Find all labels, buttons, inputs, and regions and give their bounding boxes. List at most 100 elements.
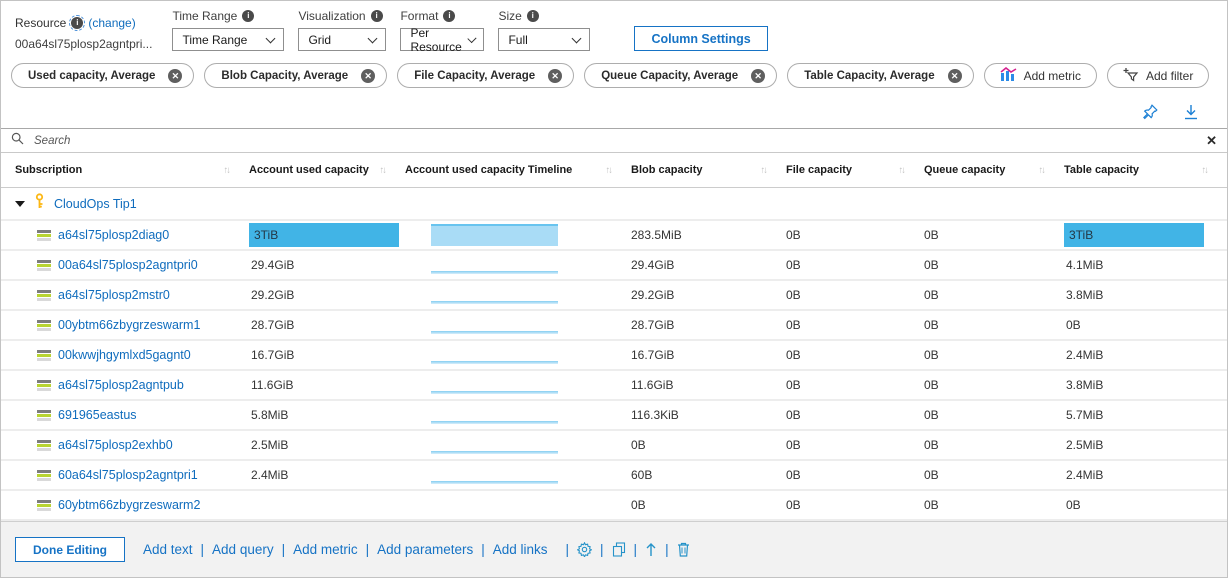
control-label: Visualization <box>298 9 366 23</box>
sort-icon[interactable]: ↑↓ <box>605 164 613 176</box>
pin-icon[interactable] <box>1141 103 1159 121</box>
resource-link[interactable]: 00kwwjhgymlxd5gagnt0 <box>58 348 191 362</box>
column-header[interactable]: Table capacity ↑↓ <box>1064 164 1227 176</box>
metric-chip[interactable]: Table Capacity, Average ✕ <box>787 63 974 88</box>
file-capacity-value: 0B <box>786 468 801 482</box>
control-dropdown[interactable]: Grid <box>298 28 387 51</box>
subscription-link[interactable]: CloudOps Tip1 <box>54 196 137 211</box>
blob-capacity-value: 283.5MiB <box>631 228 682 242</box>
table-capacity-value: 2.4MiB <box>1066 348 1104 362</box>
queue-capacity-value: 0B <box>924 408 939 422</box>
column-header[interactable]: File capacity ↑↓ <box>786 164 924 176</box>
control-dropdown[interactable]: Per Resource <box>400 25 485 54</box>
done-editing-button[interactable]: Done Editing <box>15 537 125 562</box>
footer-link[interactable]: Add parameters <box>377 542 474 557</box>
timeline-sparkline <box>431 301 558 304</box>
copy-icon[interactable] <box>612 542 626 557</box>
table-row[interactable]: a64sl75plosp2agntpub 11.6GiB 11.6GiB 0B … <box>1 371 1227 401</box>
column-header[interactable]: Account used capacity Timeline ↑↓ <box>405 164 631 176</box>
remove-metric-icon[interactable]: ✕ <box>947 68 962 83</box>
search-input[interactable] <box>32 133 1199 148</box>
resource-change-link[interactable]: (change) <box>88 16 136 30</box>
add-filter-button[interactable]: Add filter <box>1106 63 1210 88</box>
resource-link[interactable]: a64sl75plosp2exhb0 <box>58 438 173 452</box>
footer-link[interactable]: Add query <box>212 542 274 557</box>
dropdown-value: Time Range <box>182 32 248 47</box>
table-row[interactable]: 691965eastus 5.8MiB 116.3KiB 0B 0B 5.7Mi… <box>1 401 1227 431</box>
resource-link[interactable]: 00a64sl75plosp2agntpri0 <box>58 258 198 272</box>
resource-link[interactable]: 60ybtm66zbygrzeswarm2 <box>58 498 201 512</box>
download-icon[interactable] <box>1183 104 1199 121</box>
remove-metric-icon[interactable]: ✕ <box>168 68 183 83</box>
edit-footer: Done Editing Add text | Add query | Add metr… <box>1 521 1227 577</box>
column-header[interactable]: Blob capacity ↑↓ <box>631 164 786 176</box>
column-header[interactable]: Subscription ↑↓ <box>1 164 249 176</box>
search-clear-icon[interactable]: ✕ <box>1206 133 1217 148</box>
queue-capacity-value: 0B <box>924 348 939 362</box>
add-filter-label: Add filter <box>1145 68 1194 83</box>
info-icon[interactable]: i <box>370 10 383 22</box>
resource-link[interactable]: a64sl75plosp2agntpub <box>58 378 184 392</box>
settings-gear-icon[interactable] <box>577 542 593 557</box>
resource-link[interactable]: 60a64sl75plosp2agntpri1 <box>58 468 198 482</box>
table-row[interactable]: a64sl75plosp2exhb0 2.5MiB 0B 0B 0B 2.5Mi… <box>1 431 1227 461</box>
footer-link[interactable]: Add metric <box>293 542 358 557</box>
table-row[interactable]: 00ybtm66zbygrzeswarm1 28.7GiB 28.7GiB 0B… <box>1 311 1227 341</box>
control-dropdown[interactable]: Time Range <box>172 28 285 51</box>
resource-link[interactable]: a64sl75plosp2diag0 <box>58 228 170 242</box>
table-capacity-value: 2.5MiB <box>1066 438 1104 452</box>
remove-metric-icon[interactable]: ✕ <box>548 68 563 83</box>
resource-link[interactable]: 00ybtm66zbygrzeswarm1 <box>58 318 201 332</box>
table-row[interactable]: a64sl75plosp2mstr0 29.2GiB 29.2GiB 0B 0B… <box>1 281 1227 311</box>
control-dropdown[interactable]: Full <box>498 28 591 51</box>
sort-icon[interactable]: ↑↓ <box>1201 164 1209 176</box>
sort-icon[interactable]: ↑↓ <box>379 164 387 176</box>
table-row[interactable]: 60ybtm66zbygrzeswarm2 0B 0B 0B 0B <box>1 491 1227 521</box>
resource-value: 00a64sl75plosp2agntpri... <box>15 37 153 51</box>
delete-trash-icon[interactable] <box>677 542 690 557</box>
resource-link[interactable]: 691965eastus <box>58 408 137 422</box>
account-used-capacity-value: 2.4MiB <box>251 468 289 482</box>
subscription-group-row[interactable]: CloudOps Tip1 <box>1 188 1227 221</box>
metric-chip[interactable]: Used capacity, Average ✕ <box>11 63 195 88</box>
remove-metric-icon[interactable]: ✕ <box>751 68 766 83</box>
blob-capacity-value: 0B <box>631 498 646 512</box>
resource-link[interactable]: a64sl75plosp2mstr0 <box>58 288 170 302</box>
timeline-sparkline <box>431 331 558 334</box>
account-used-capacity-value: 29.2GiB <box>251 288 295 302</box>
table-row[interactable]: a64sl75plosp2diag0 3TiB 283.5MiB 0B 0B 3… <box>1 221 1227 251</box>
metric-chip[interactable]: Blob Capacity, Average ✕ <box>204 63 388 88</box>
file-capacity-value: 0B <box>786 258 801 272</box>
info-icon[interactable]: i <box>69 15 86 31</box>
control-label: Format <box>400 9 439 23</box>
table-row[interactable]: 00a64sl75plosp2agntpri0 29.4GiB 29.4GiB … <box>1 251 1227 281</box>
footer-link[interactable]: Add text <box>143 542 193 557</box>
sort-icon[interactable]: ↑↓ <box>1038 164 1046 176</box>
sort-icon[interactable]: ↑↓ <box>760 164 768 176</box>
move-up-icon[interactable] <box>645 542 657 557</box>
column-header[interactable]: Queue capacity ↑↓ <box>924 164 1064 176</box>
info-icon[interactable]: i <box>443 10 456 22</box>
sort-icon[interactable]: ↑↓ <box>898 164 906 176</box>
table-row[interactable]: 60a64sl75plosp2agntpri1 2.4MiB 60B 0B 0B… <box>1 461 1227 491</box>
dropdown-value: Per Resource <box>410 25 462 54</box>
collapse-caret-icon[interactable] <box>15 200 25 207</box>
remove-metric-icon[interactable]: ✕ <box>361 68 376 83</box>
info-icon[interactable]: i <box>526 10 539 22</box>
metric-chip[interactable]: Queue Capacity, Average ✕ <box>584 63 778 88</box>
column-settings-button[interactable]: Column Settings <box>634 26 768 51</box>
info-icon[interactable]: i <box>242 10 255 22</box>
sort-icon[interactable]: ↑↓ <box>223 164 231 176</box>
table-header-row: Subscription ↑↓ Account used capacity ↑↓… <box>1 153 1227 188</box>
blob-capacity-value: 29.4GiB <box>631 258 675 272</box>
table-row[interactable]: 00kwwjhgymlxd5gagnt0 16.7GiB 16.7GiB 0B … <box>1 341 1227 371</box>
column-header[interactable]: Account used capacity ↑↓ <box>249 164 405 176</box>
account-used-capacity-value: 3TiB <box>249 223 399 247</box>
table-capacity-value: 3.8MiB <box>1066 378 1104 392</box>
footer-link[interactable]: Add links <box>492 542 548 557</box>
blob-capacity-value: 116.3KiB <box>631 408 679 422</box>
add-metric-button[interactable]: Add metric <box>983 63 1097 88</box>
separator: | <box>281 542 286 557</box>
metric-chip[interactable]: File Capacity, Average ✕ <box>397 63 575 88</box>
